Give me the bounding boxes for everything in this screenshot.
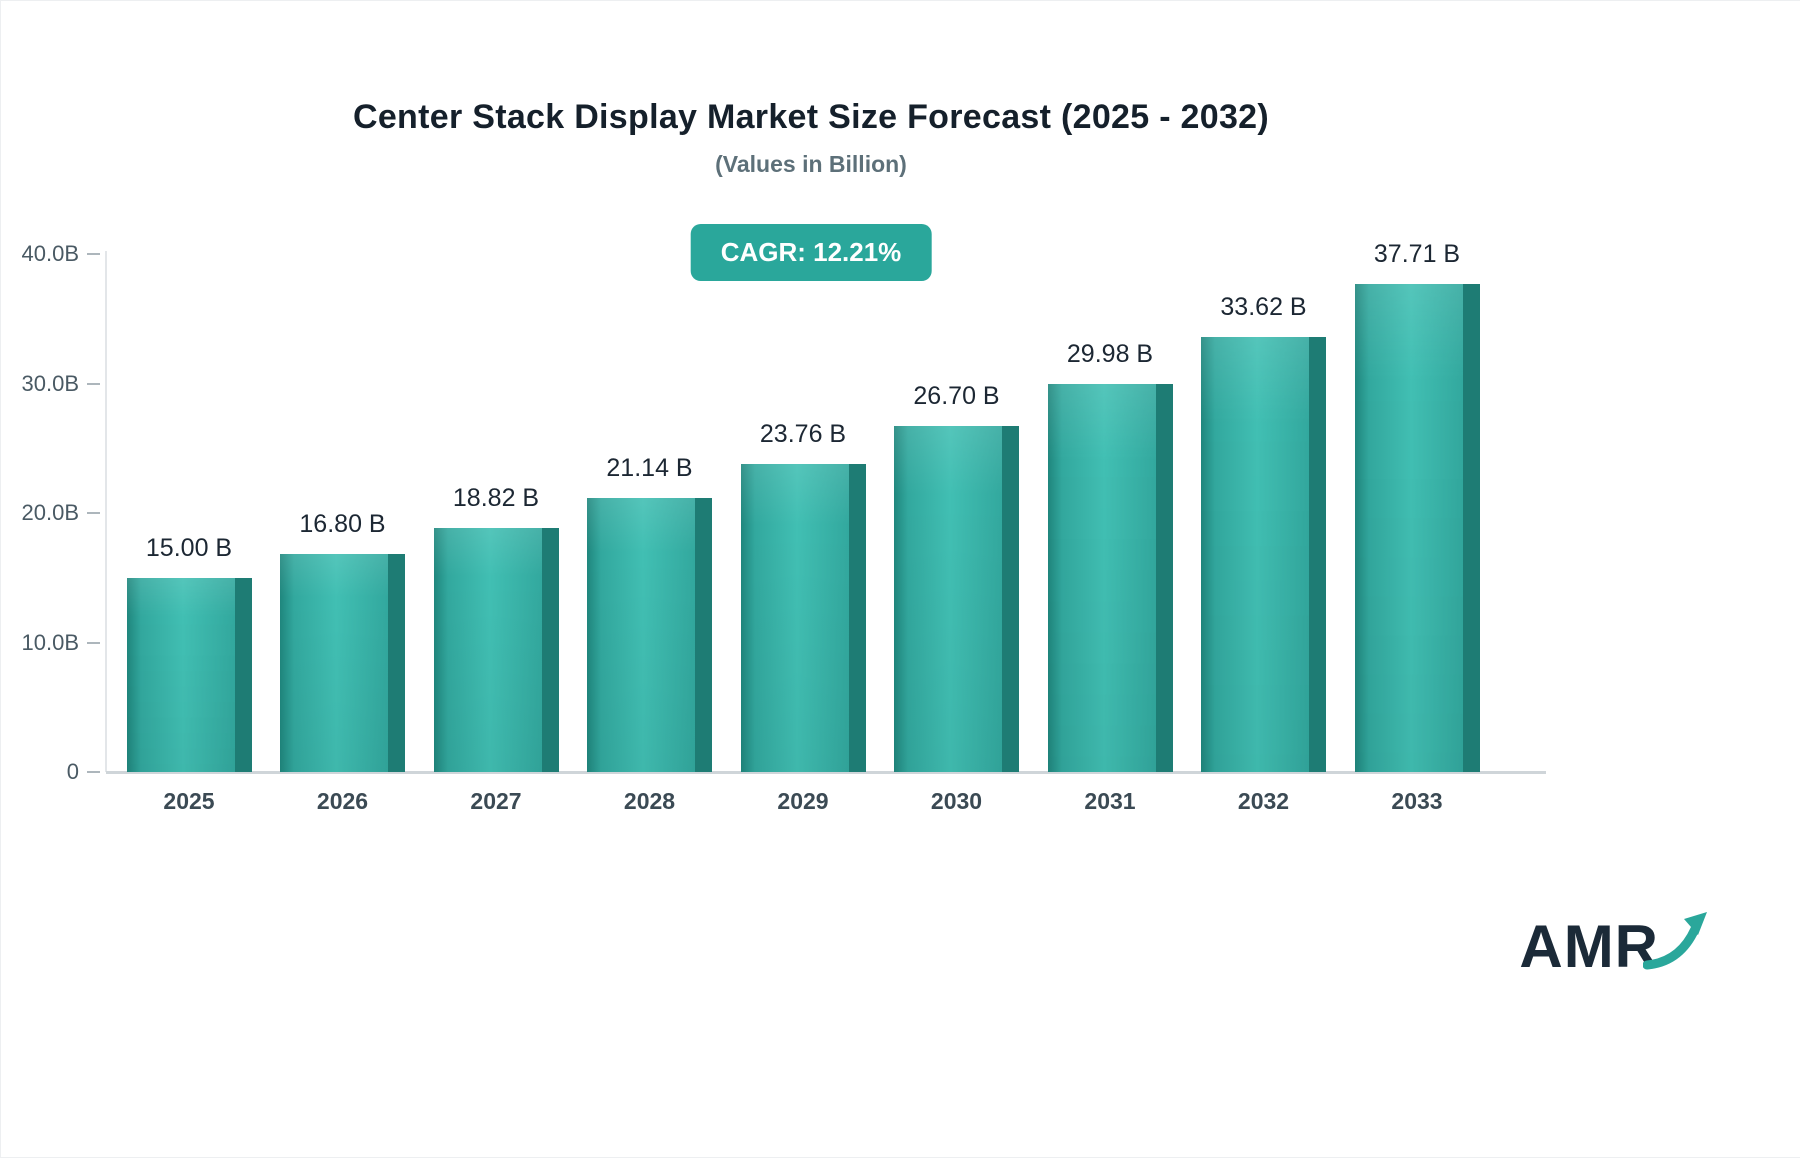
x-axis-label: 2032 [1237, 788, 1290, 814]
bar-side-face [234, 577, 252, 772]
amr-logo-text: AMR [1519, 913, 1659, 980]
bar-side-face [1462, 283, 1480, 772]
y-axis-label: 10.0B [21, 629, 80, 655]
bar [740, 464, 849, 772]
y-axis-label: 30.0B [21, 370, 80, 396]
bar-value-label: 16.80 B [299, 510, 386, 539]
x-axis-label: 2026 [316, 788, 369, 814]
x-axis-label: 2028 [623, 788, 676, 814]
bar-side-face [848, 464, 866, 772]
bar-value-label: 23.76 B [759, 420, 847, 449]
y-axis-tick [87, 382, 100, 385]
y-axis-label: 0 [66, 759, 79, 784]
bar [1354, 283, 1463, 772]
x-axis-label: 2027 [470, 788, 522, 814]
bar-value-label: 29.98 B [1066, 339, 1154, 368]
bar-value-label: 33.62 B [1220, 292, 1307, 321]
y-axis-label: 40.0B [21, 241, 80, 266]
bar-side-face [1155, 383, 1173, 772]
bar-side-face [541, 528, 559, 772]
x-axis-label: 2031 [1084, 788, 1136, 814]
chart-subtitle: (Values in Billion) [715, 151, 907, 177]
bar-value-label: 21.14 B [606, 454, 693, 483]
y-axis-tick [87, 512, 100, 514]
bar [1201, 336, 1309, 772]
cagr-badge: CAGR: 12.21% [690, 224, 932, 281]
bar-value-label: 15.00 B [145, 533, 233, 562]
y-axis-tick [87, 771, 100, 773]
x-axis-label: 2033 [1391, 788, 1443, 814]
growth-arrow-icon [1643, 912, 1707, 970]
bar-side-face [1309, 336, 1326, 772]
x-axis-baseline [106, 771, 1546, 774]
bar-side-face [388, 554, 405, 772]
bar [280, 554, 388, 772]
bar-value-label: 18.82 B [452, 484, 540, 513]
bar [894, 426, 1002, 772]
bar-value-label: 37.71 B [1373, 239, 1461, 268]
bar [1047, 383, 1156, 772]
bar [587, 498, 695, 772]
x-axis-label: 2030 [930, 788, 983, 814]
amr-logo: AMR [1519, 911, 1709, 977]
y-axis-tick [87, 641, 100, 644]
y-axis-label: 20.0B [21, 500, 80, 525]
bar-side-face [1002, 426, 1019, 772]
y-axis-tick [87, 253, 100, 255]
bar-side-face [695, 498, 712, 772]
x-axis-label: 2025 [163, 788, 215, 814]
bar [126, 577, 235, 772]
bar-value-label: 26.70 B [913, 382, 1000, 411]
chart-title: Center Stack Display Market Size Forecas… [352, 98, 1270, 136]
x-axis-label: 2029 [777, 788, 829, 814]
y-axis-line [105, 251, 107, 772]
bar [433, 528, 542, 772]
